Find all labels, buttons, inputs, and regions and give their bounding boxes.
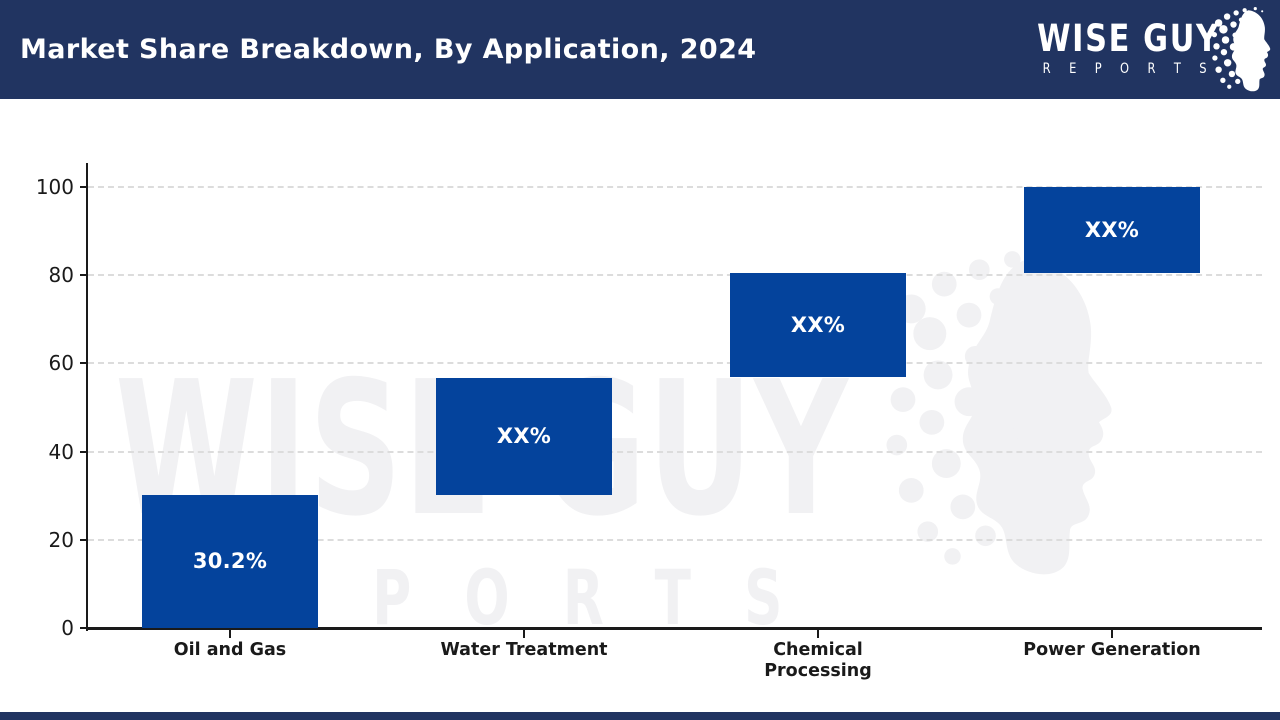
x-axis-tick-1 (229, 630, 231, 638)
x-axis-label-1: Oil and Gas (173, 640, 287, 660)
logo-wordmark: WISE GUY (1037, 17, 1220, 60)
bar-3: XX% (730, 273, 906, 378)
bar-1: 30.2% (142, 494, 318, 628)
y-axis-label-100: 100 (35, 175, 74, 199)
x-axis-tick-4 (1111, 630, 1113, 638)
gridline-20 (88, 538, 1262, 541)
bar-value-label: 30.2% (192, 549, 268, 574)
logo-text: WISE GUY R E P O R T S (1037, 20, 1220, 78)
y-axis-tick-100 (80, 186, 87, 188)
gridline-100 (88, 186, 1262, 188)
bar-2: XX% (436, 377, 612, 495)
bar-4: XX% (1024, 187, 1200, 274)
x-axis-tick-3 (817, 630, 819, 638)
x-axis-line (86, 627, 1262, 630)
bar-value-label: XX% (790, 313, 846, 338)
x-axis-label-3: Chemical Processing (764, 640, 872, 681)
y-axis-tick-60 (80, 362, 87, 365)
footer-band (0, 712, 1280, 720)
bar-value-label: XX% (496, 424, 552, 449)
header-band: Market Share Breakdown, By Application, … (0, 0, 1280, 99)
logo-subtitle: R E P O R T S (1043, 61, 1215, 77)
y-axis-tick-0 (80, 627, 87, 629)
gridline-60 (88, 362, 1262, 365)
y-axis-label-20: 20 (48, 527, 74, 552)
bar-value-label: XX% (1084, 218, 1140, 243)
y-axis-label-0: 0 (61, 616, 74, 640)
y-axis-tick-20 (80, 538, 87, 541)
gridline-80 (88, 274, 1262, 277)
chart-area: WISE GUY REPORTS 0 20 40 60 80 100 30.2% Oil an… (0, 99, 1280, 712)
y-axis-label-80: 80 (48, 263, 74, 288)
y-axis-tick-80 (80, 274, 87, 277)
page-title: Market Share Breakdown, By Application, … (20, 34, 757, 65)
gridline-40 (88, 450, 1262, 453)
y-axis-line (86, 163, 88, 631)
x-axis-label-4: Power Generation (1023, 640, 1201, 660)
wise-guy-face-icon (1210, 7, 1274, 92)
x-axis-tick-2 (523, 630, 525, 638)
y-axis-tick-40 (80, 450, 87, 453)
x-axis-label-2: Water Treatment (440, 640, 608, 660)
watermark-face-icon (878, 247, 1126, 577)
y-axis-label-60: 60 (48, 351, 74, 376)
wise-guy-logo: WISE GUY R E P O R T S (997, 4, 1274, 94)
y-axis-label-40: 40 (48, 439, 74, 464)
